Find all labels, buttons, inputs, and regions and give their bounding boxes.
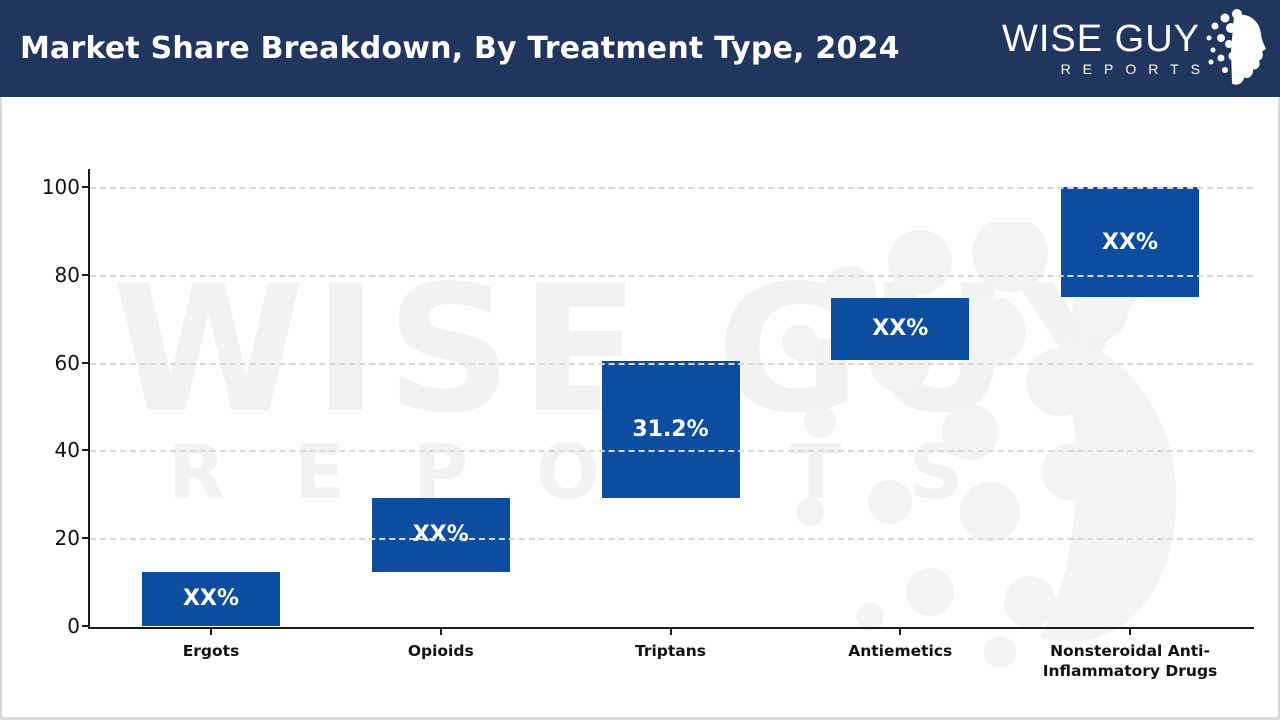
y-tick-label: 40 (54, 438, 80, 463)
waterfall-bar: XX% (831, 297, 970, 360)
x-category-label: Triptans (634, 642, 707, 660)
watermark-head-icon (782, 222, 1177, 668)
y-tick-label: 60 (54, 350, 80, 375)
head-profile-icon (1206, 9, 1266, 85)
y-tick-mark (82, 449, 90, 452)
y-tick-mark (82, 186, 90, 188)
gridline-80 (90, 274, 1253, 277)
gridline-40 (90, 450, 1253, 453)
waterfall-bar: XX% (371, 497, 510, 572)
y-tick-mark (82, 273, 90, 276)
y-tick-label: 80 (54, 262, 80, 287)
x-tick-mark (899, 627, 902, 635)
gridline-100 (90, 187, 1253, 189)
y-tick-label: 20 (54, 526, 80, 551)
y-tick-label: 100 (41, 175, 80, 199)
x-category-label: Ergots (182, 642, 240, 660)
logo-subtitle: REPORTS (1060, 61, 1212, 77)
bar-value-label: XX% (412, 522, 469, 548)
y-tick-label: 0 (67, 614, 80, 638)
watermark-subtitle: REPORTS (168, 428, 1032, 516)
logo-wordmark: WISE GUY (1001, 18, 1200, 60)
wise-guy-reports-logo: WISE GUY REPORTS (1002, 6, 1268, 90)
waterfall-bar: XX% (142, 571, 280, 626)
bar-value-label: XX% (1102, 229, 1158, 255)
bar-value-label: XX% (872, 316, 929, 342)
y-tick-mark (82, 537, 90, 540)
y-axis-line (88, 169, 90, 629)
logo-text: WISE GUY REPORTS (1002, 20, 1200, 76)
x-category-label: Nonsteroidal Anti-Inflammatory Drugs (1042, 642, 1218, 681)
x-tick-mark (210, 627, 212, 635)
waterfall-bar: 31.2% (601, 361, 740, 499)
x-tick-mark (439, 627, 442, 635)
x-category-label: Antiemetics (848, 642, 953, 660)
x-tick-mark (669, 627, 672, 635)
chart-plot-area: WISE GUY REPORTS 0 20 40 60 80 100 XX% Ergots XX… (0, 97, 1280, 720)
bar-value-label: XX% (183, 586, 239, 612)
y-tick-mark (82, 625, 90, 627)
chart-title: Market Share Breakdown, By Treatment Typ… (20, 31, 900, 66)
bar-value-label: 31.2% (632, 417, 709, 443)
gridline-60 (90, 362, 1253, 365)
y-tick-mark (82, 361, 90, 364)
waterfall-bar: XX% (1061, 187, 1199, 298)
gridline-20 (90, 538, 1253, 541)
x-tick-mark (1129, 627, 1131, 635)
x-category-label: Opioids (407, 642, 474, 660)
header-banner: Market Share Breakdown, By Treatment Typ… (0, 0, 1280, 97)
